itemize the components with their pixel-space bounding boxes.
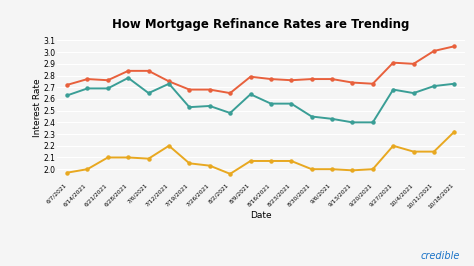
15-year-fixed <box>186 162 192 165</box>
20-year-fixed <box>105 87 111 90</box>
20-year-fixed <box>451 82 457 85</box>
30-year fixed <box>390 61 396 64</box>
30-year fixed <box>228 92 233 95</box>
15-year-fixed <box>370 168 375 171</box>
20-year-fixed <box>268 102 274 105</box>
30-year fixed <box>125 69 131 72</box>
20-year-fixed <box>207 104 212 107</box>
20-year-fixed <box>84 87 90 90</box>
20-year-fixed <box>166 82 172 85</box>
15-year-fixed <box>451 130 457 133</box>
20-year-fixed <box>370 121 375 124</box>
Line: 15-year-fixed: 15-year-fixed <box>65 130 456 175</box>
Title: How Mortgage Refinance Rates are Trending: How Mortgage Refinance Rates are Trendin… <box>112 18 410 31</box>
30-year fixed <box>451 45 457 48</box>
15-year-fixed <box>410 150 417 153</box>
15-year-fixed <box>329 168 335 171</box>
20-year-fixed <box>64 94 70 97</box>
20-year-fixed <box>228 111 233 115</box>
Line: 20-year-fixed: 20-year-fixed <box>65 76 456 124</box>
30-year fixed <box>84 77 90 81</box>
X-axis label: Date: Date <box>250 211 272 220</box>
30-year fixed <box>146 69 151 72</box>
15-year-fixed <box>125 156 131 159</box>
15-year-fixed <box>268 159 274 163</box>
30-year fixed <box>349 81 356 84</box>
20-year-fixed <box>186 106 192 109</box>
20-year-fixed <box>288 102 294 105</box>
15-year-fixed <box>431 150 437 153</box>
20-year-fixed <box>390 88 396 91</box>
30-year fixed <box>64 83 70 86</box>
30-year fixed <box>105 79 111 82</box>
30-year fixed <box>329 77 335 81</box>
30-year fixed <box>370 82 375 85</box>
30-year fixed <box>431 49 437 53</box>
20-year-fixed <box>146 92 151 95</box>
15-year-fixed <box>105 156 111 159</box>
30-year fixed <box>186 88 192 91</box>
30-year fixed <box>207 88 212 91</box>
30-year fixed <box>309 77 314 81</box>
15-year-fixed <box>207 164 212 167</box>
15-year-fixed <box>390 144 396 147</box>
30-year fixed <box>410 62 417 65</box>
30-year fixed <box>166 80 172 83</box>
30-year fixed <box>247 75 253 78</box>
20-year-fixed <box>125 76 131 80</box>
20-year-fixed <box>349 121 356 124</box>
30-year fixed <box>288 79 294 82</box>
Line: 30-year fixed: 30-year fixed <box>65 45 456 95</box>
15-year-fixed <box>247 159 253 163</box>
Text: credible: credible <box>420 251 460 261</box>
15-year-fixed <box>84 168 90 171</box>
15-year-fixed <box>309 168 314 171</box>
15-year-fixed <box>228 172 233 176</box>
20-year-fixed <box>329 117 335 120</box>
15-year-fixed <box>349 169 356 172</box>
15-year-fixed <box>166 144 172 147</box>
20-year-fixed <box>247 93 253 96</box>
15-year-fixed <box>288 159 294 163</box>
30-year fixed <box>268 77 274 81</box>
20-year-fixed <box>309 115 314 118</box>
15-year-fixed <box>64 171 70 174</box>
15-year-fixed <box>146 157 151 160</box>
20-year-fixed <box>431 85 437 88</box>
20-year-fixed <box>410 92 417 95</box>
Y-axis label: Interest Rate: Interest Rate <box>33 78 42 137</box>
